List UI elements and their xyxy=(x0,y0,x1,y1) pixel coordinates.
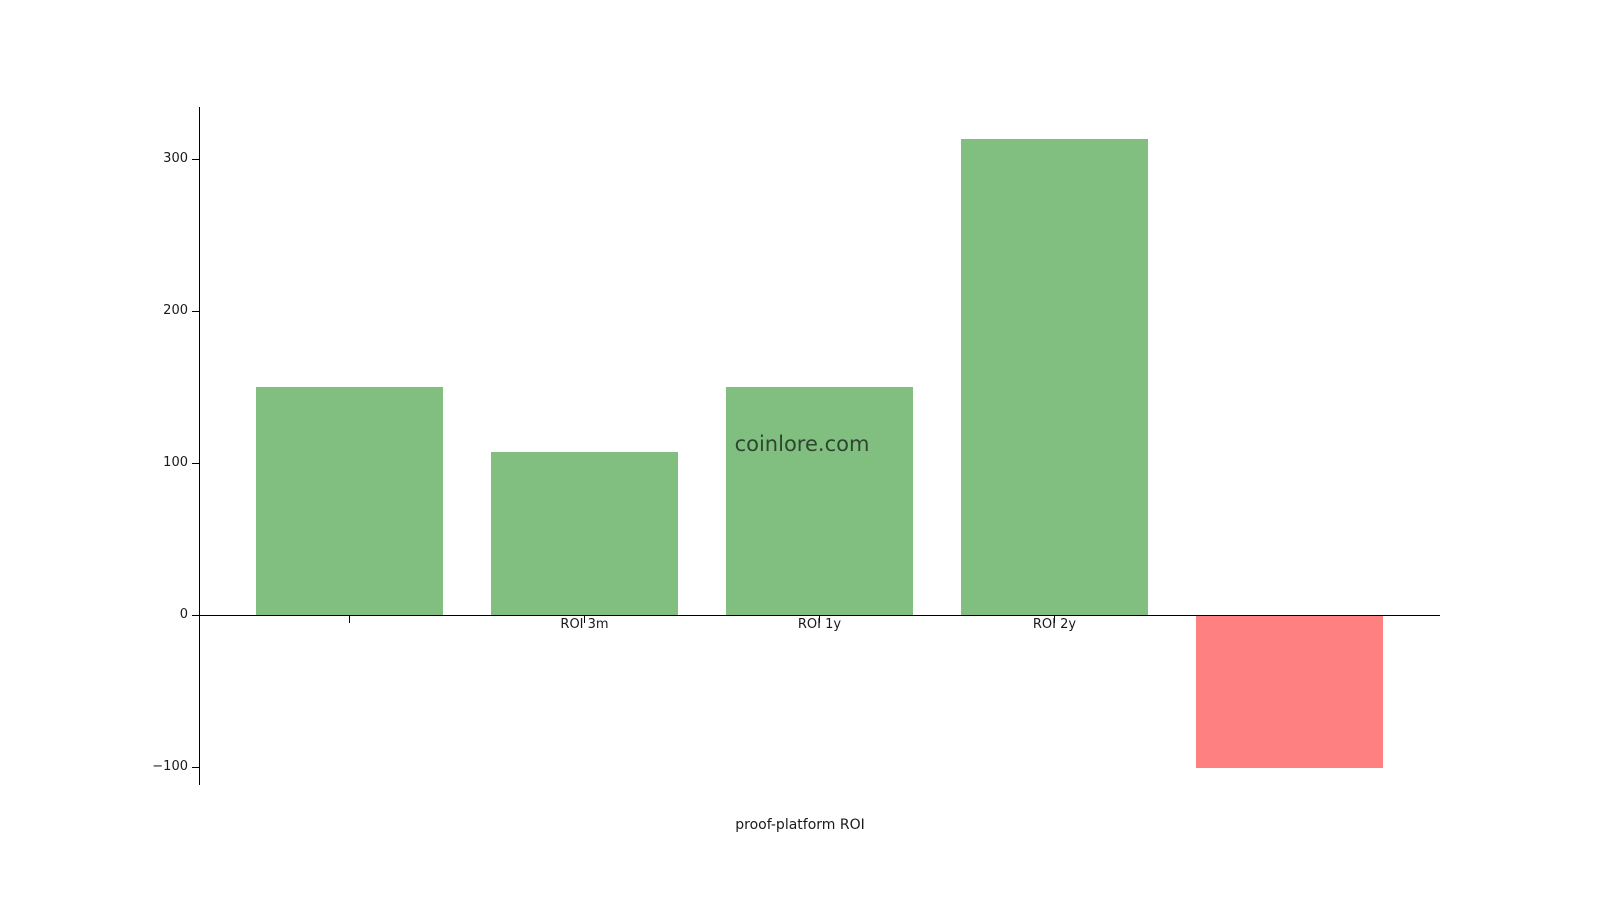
y-tick-mark xyxy=(192,310,199,312)
y-tick-label: 0 xyxy=(179,607,188,622)
y-tick-label: 100 xyxy=(163,455,188,470)
y-tick-mark xyxy=(192,614,199,616)
y-tick-label: −100 xyxy=(152,759,188,774)
y-tick-label: 200 xyxy=(163,303,188,318)
bar-ROI 1y xyxy=(726,387,913,615)
x-tick-label: ROI 1y xyxy=(797,617,842,632)
x-tick-mark xyxy=(1054,615,1055,623)
x-tick-label: ROI 3m xyxy=(560,617,609,632)
y-axis-spine xyxy=(199,107,200,785)
bar-unlabeled-4 xyxy=(1196,616,1383,768)
y-tick-label: 300 xyxy=(163,151,188,166)
y-tick-mark xyxy=(192,158,199,160)
y-tick-mark xyxy=(192,766,199,768)
x-tick-mark xyxy=(819,615,820,623)
watermark-text: coinlore.com xyxy=(734,432,870,456)
x-axis-title: proof-platform ROI xyxy=(735,817,865,833)
x-tick-mark xyxy=(584,615,585,623)
bar-ROI 2y xyxy=(961,139,1148,615)
bar-ROI 3m xyxy=(491,452,678,615)
x-tick-label: ROI 2y xyxy=(1032,617,1077,632)
x-tick-mark xyxy=(348,615,350,623)
y-tick-mark xyxy=(192,462,199,464)
bar-unlabeled-0 xyxy=(255,387,443,615)
